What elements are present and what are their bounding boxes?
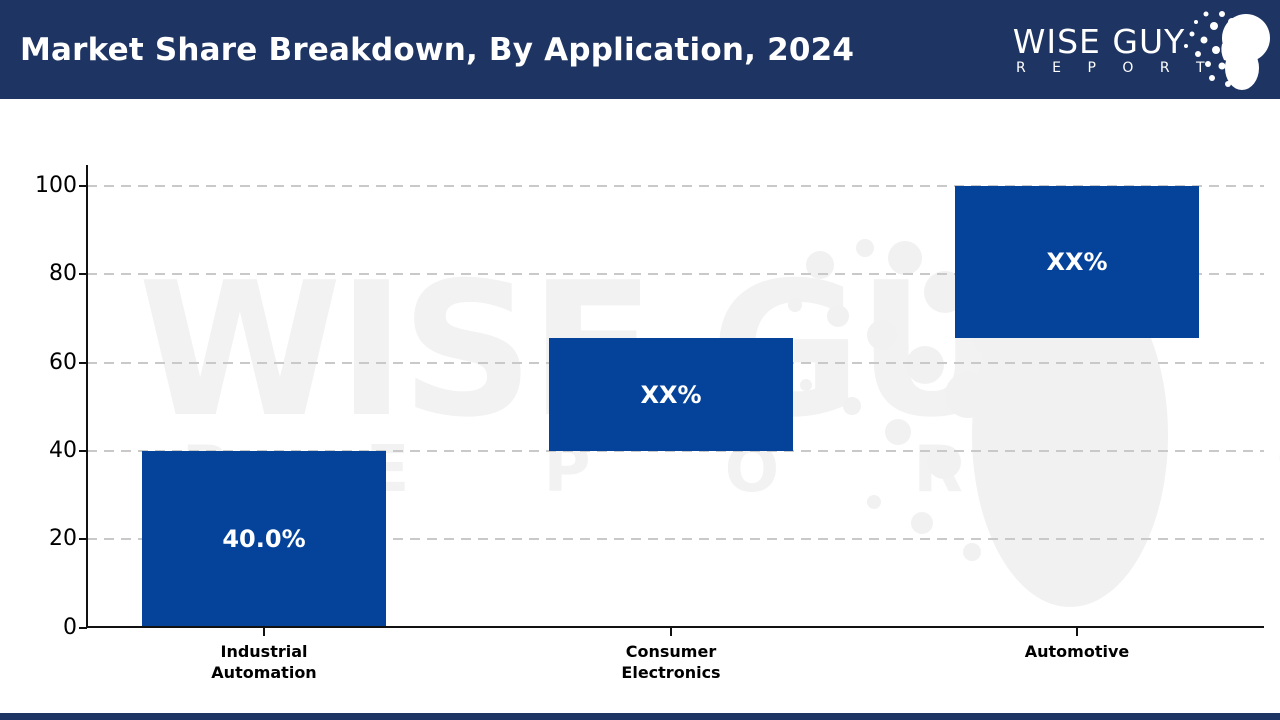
logo-wordmark: WISE GUY [1012, 22, 1186, 61]
x-tick-label: Automotive [947, 641, 1207, 662]
gridline [87, 538, 1264, 541]
bar-consumer-electronics: XX% [549, 338, 793, 451]
bar-value-label: XX% [640, 380, 702, 409]
y-tick-mark [79, 626, 87, 629]
header-bar: Market Share Breakdown, By Application, … [0, 0, 1280, 99]
bar-industrial-automation: 40.0% [142, 450, 386, 628]
y-axis-line [86, 165, 88, 628]
y-tick-label: 0 [63, 614, 77, 640]
x-tick-label: Consumer Electronics [541, 641, 801, 683]
x-tick-mark [1076, 628, 1078, 636]
gridline [87, 273, 1264, 276]
gridline [87, 449, 1264, 452]
y-tick-mark [79, 361, 87, 364]
bar-automotive: XX% [955, 186, 1199, 339]
x-tick-mark [263, 628, 265, 636]
x-tick-label-line: Consumer [625, 642, 717, 661]
logo-face-icon [1184, 11, 1270, 90]
x-axis-line [86, 626, 1264, 628]
footer-bar [0, 713, 1280, 720]
y-tick-label: 100 [35, 173, 77, 198]
y-tick-label: 20 [49, 526, 77, 552]
x-tick-label-line: Industrial [220, 642, 308, 661]
x-tick-mark [670, 628, 672, 636]
x-tick-label: Industrial Automation [134, 641, 394, 683]
y-tick-mark [79, 538, 87, 541]
gridline [87, 185, 1264, 187]
y-tick-mark [79, 185, 87, 187]
wiseguy-logo: WISE GUY R E P O R T S [1010, 0, 1270, 99]
y-tick-label: 80 [49, 261, 77, 287]
bar-value-label: XX% [1046, 248, 1108, 277]
page-title: Market Share Breakdown, By Application, … [20, 31, 855, 68]
x-tick-label-line: Electronics [621, 663, 721, 682]
x-tick-label-line: Automation [211, 663, 317, 682]
y-tick-mark [79, 449, 87, 452]
x-tick-label-line: Automotive [1024, 642, 1130, 661]
y-tick-label: 40 [49, 437, 77, 463]
bar-value-label: 40.0% [222, 525, 306, 554]
watermark-face-icon [788, 239, 1168, 607]
y-tick-label: 60 [49, 349, 77, 375]
y-tick-mark [79, 273, 87, 276]
logo-subtext: R E P O R T S [1016, 60, 1251, 76]
